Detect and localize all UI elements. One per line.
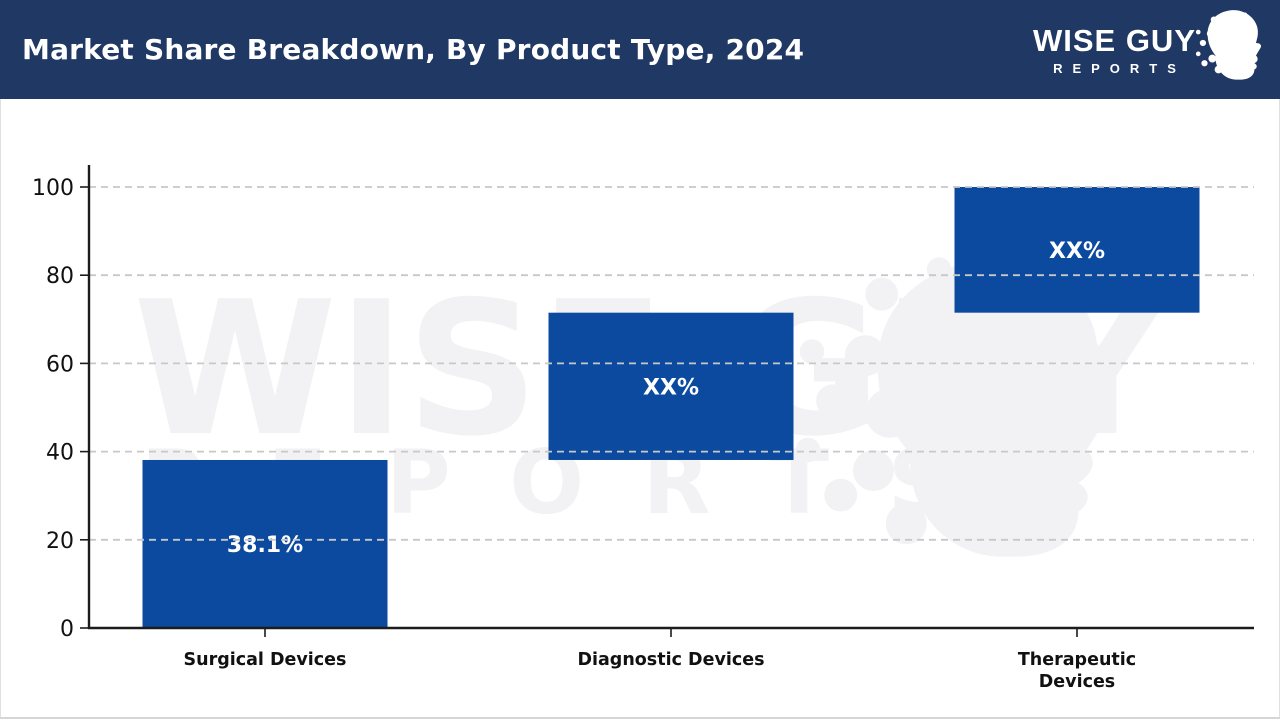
watermark-dot [795,437,821,463]
x-category-label-2: Therapeutic [1018,650,1136,670]
watermark-dot [853,450,894,491]
watermark-dot [922,429,956,463]
x-category-label-0: Surgical Devices [184,650,347,670]
watermark-dot [988,335,1022,368]
bottom-border [0,717,1280,719]
watermark-dot [844,335,886,377]
bar-therapeutic-devices [954,187,1200,313]
watermark-dot [955,482,989,516]
x-category-label-2: Devices [1039,672,1115,692]
logo-subtitle: REPORTS [1053,60,1186,76]
bar-value-label-surgical-devices: 38.1% [227,533,303,558]
wise-guy-reports-logo: WISE GUY REPORTS [1033,0,1270,99]
page-title: Market Share Breakdown, By Product Type,… [22,33,805,66]
watermark-dot [865,388,915,438]
bar-diagnostic-devices [548,312,794,460]
watermark-dot [799,339,825,364]
bar-value-label-diagnostic-devices: XX% [643,375,699,400]
watermark-dot [926,257,952,282]
logo-head-icon [1195,9,1262,80]
watermark-dot [996,400,1030,434]
watermark-dot [930,306,964,340]
y-tick-label-80: 80 [46,264,74,289]
watermark-dot [885,503,927,545]
watermark-dot [935,368,976,409]
y-tick-label-0: 0 [60,617,74,642]
watermark-dot [877,260,1110,557]
y-tick-label-60: 60 [46,352,74,377]
x-category-label-1: Diagnostic Devices [577,650,764,670]
logo-text: WISE GUY REPORTS [1033,25,1196,75]
watermark-dot [816,384,849,418]
logo-wordmark: WISE GUY [1032,22,1196,58]
header-bar: Market Share Breakdown, By Product Type,… [0,0,1280,99]
watermark-dot [865,277,899,311]
y-tick-label-100: 100 [32,176,74,201]
bar-value-label-therapeutic-devices: XX% [1049,239,1105,264]
watermark-dot [1008,462,1034,487]
y-tick-label-40: 40 [46,441,74,466]
y-tick-label-20: 20 [46,529,74,554]
watermark-head-icon [795,257,1110,557]
watermark-dot [824,478,858,512]
bar-surgical-devices [142,459,388,628]
